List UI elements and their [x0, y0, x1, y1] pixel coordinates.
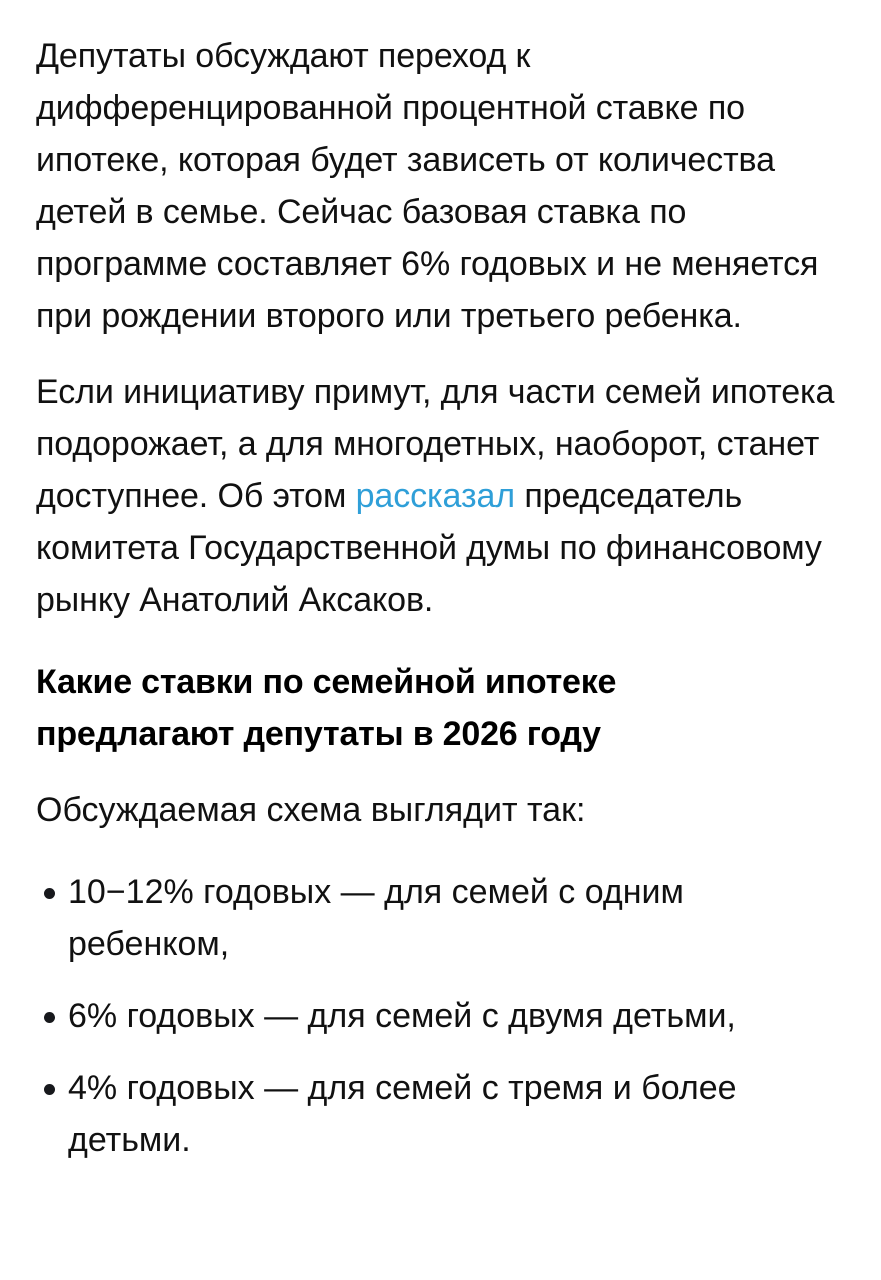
paragraph-text-after-link: председатель комитета Государственной ду… [36, 477, 822, 619]
source-link[interactable]: рассказал [355, 477, 516, 515]
paragraph-intro: Депутаты обсуждают переход к дифференцир… [36, 37, 819, 335]
list-item: 6% годовых — для семей с двумя детьми, [36, 990, 847, 1042]
bullet-dot-icon [44, 1084, 55, 1095]
paragraph-text-before-link: Если инициативу примут, для части семей … [36, 373, 835, 515]
list-intro-text: Обсуждаемая схема выглядит так: [36, 791, 586, 829]
paragraph-with-source-link: Если инициативу примут, для части семей … [36, 366, 847, 626]
list-item: 4% годовых — для семей с тремя и более д… [36, 1062, 847, 1166]
list-item-label: 6% годовых — для семей с двумя детьми, [68, 997, 736, 1035]
section-heading: Какие ставки по семейной ипотеке предлаг… [36, 663, 617, 753]
article-body: Депутаты обсуждают переход к дифференцир… [36, 37, 847, 1166]
list-item-label: 4% годовых — для семей с тремя и более д… [68, 1069, 737, 1159]
list-item-label: 10−12% годовых — для семей с одним ребен… [68, 873, 684, 963]
bullet-dot-icon [44, 1012, 55, 1023]
rates-list: 10−12% годовых — для семей с одним ребен… [36, 866, 847, 1166]
list-item: 10−12% годовых — для семей с одним ребен… [36, 866, 847, 970]
bullet-dot-icon [44, 888, 55, 899]
